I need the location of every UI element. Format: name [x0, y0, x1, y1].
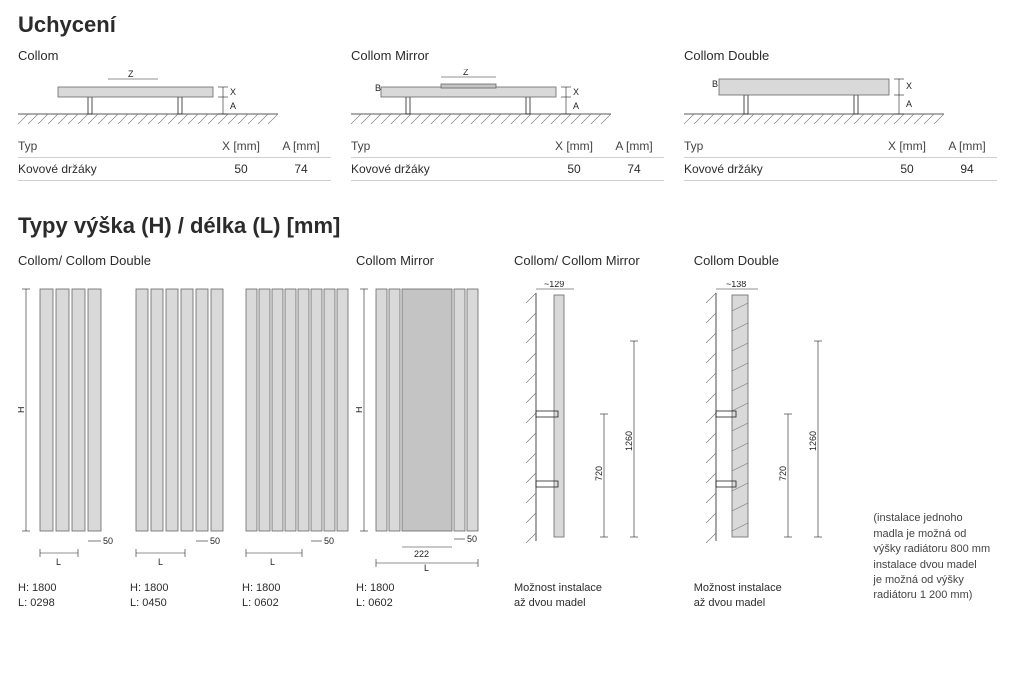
col-mirror: Collom Mirror H 50 222 L H: 1800 L: 0602	[356, 253, 496, 612]
td-row: Kovové držáky	[684, 158, 877, 181]
panel-l: L: 0602	[356, 596, 496, 611]
mount-diagram: B XA	[684, 69, 997, 129]
mount-table: Typ X [mm] A [mm] Kovové držáky 50 74	[351, 135, 664, 181]
svg-text:222: 222	[414, 549, 429, 559]
th-type: Typ	[351, 135, 544, 158]
panel-h: H: 1800	[18, 581, 118, 596]
th-a: A [mm]	[271, 135, 331, 158]
heading-types: Typy výška (H) / délka (L) [mm]	[18, 213, 997, 239]
panel-0298: H 50 L H: 1800 L: 0298	[18, 281, 118, 612]
svg-text:50: 50	[467, 534, 477, 544]
td-x: 50	[544, 158, 604, 181]
col-title: Collom/ Collom Mirror	[514, 253, 676, 271]
svg-text:~129: ~129	[544, 281, 564, 289]
td-row: Kovové držáky	[18, 158, 211, 181]
svg-text:720: 720	[778, 466, 788, 481]
panel-l: L: 0298	[18, 596, 118, 611]
svg-text:H: H	[18, 407, 26, 414]
col-side-double: Collom Double ~138 720 1260 Možnost inst…	[694, 253, 856, 612]
col-title: Collom Double	[694, 253, 856, 271]
svg-text:A: A	[906, 99, 912, 109]
mount-diagram: Z XA	[18, 69, 331, 129]
td-a: 74	[604, 158, 664, 181]
svg-text:B: B	[375, 83, 381, 93]
th-a: A [mm]	[604, 135, 664, 158]
th-x: X [mm]	[211, 135, 271, 158]
svg-text:X: X	[230, 87, 236, 97]
svg-text:B: B	[712, 79, 718, 89]
svg-text:50: 50	[324, 536, 334, 546]
svg-text:50: 50	[210, 536, 220, 546]
td-a: 94	[937, 158, 997, 181]
svg-text:H: H	[356, 407, 364, 414]
svg-text:L: L	[158, 557, 163, 567]
td-row: Kovové držáky	[351, 158, 544, 181]
caption: až dvou madel	[694, 596, 856, 611]
svg-text:1260: 1260	[624, 431, 634, 451]
col-title: Collom Mirror	[356, 253, 496, 271]
svg-text:L: L	[56, 557, 61, 567]
svg-text:720: 720	[594, 466, 604, 481]
svg-text:X: X	[906, 81, 912, 91]
panel-h: H: 1800	[242, 581, 352, 596]
mount-table: Typ X [mm] A [mm] Kovové držáky 50 74	[18, 135, 331, 181]
mount-group-double: Collom Double B XA Typ X [mm] A [mm] Kov…	[684, 48, 997, 181]
col-collom-double: Collom/ Collom Double H 50 L H: 1800 L	[18, 253, 338, 612]
caption: Možnost instalace	[694, 581, 856, 596]
panel-h: H: 1800	[356, 581, 496, 596]
td-x: 50	[877, 158, 937, 181]
caption: Možnost instalace	[514, 581, 676, 596]
svg-text:50: 50	[103, 536, 113, 546]
th-x: X [mm]	[544, 135, 604, 158]
mount-table: Typ X [mm] A [mm] Kovové držáky 50 94	[684, 135, 997, 181]
caption: až dvou madel	[514, 596, 676, 611]
svg-text:Z: Z	[463, 69, 469, 77]
svg-text:L: L	[270, 557, 275, 567]
th-a: A [mm]	[937, 135, 997, 158]
mount-group-mirror: Collom Mirror Z B XA Typ X [mm] A [mm]	[351, 48, 664, 181]
svg-text:A: A	[573, 101, 579, 111]
th-x: X [mm]	[877, 135, 937, 158]
svg-text:X: X	[573, 87, 579, 97]
install-note: (instalace jednoho madla je možná od výš…	[873, 511, 997, 611]
mount-diagram: Z B XA	[351, 69, 664, 129]
svg-text:A: A	[230, 101, 236, 111]
mount-title: Collom Double	[684, 48, 997, 63]
th-type: Typ	[18, 135, 211, 158]
svg-text:Z: Z	[128, 69, 134, 79]
td-x: 50	[211, 158, 271, 181]
col-title: Collom/ Collom Double	[18, 253, 338, 271]
panel-l: L: 0602	[242, 596, 352, 611]
panel-h: H: 1800	[130, 581, 230, 596]
svg-text:~138: ~138	[726, 281, 746, 289]
panel-0450: 50 L H: 1800 L: 0450	[130, 281, 230, 612]
th-type: Typ	[684, 135, 877, 158]
mount-title: Collom Mirror	[351, 48, 664, 63]
mount-title: Collom	[18, 48, 331, 63]
mount-group-collom: Collom Z XA Typ X [m	[18, 48, 331, 181]
col-side-mirror: Collom/ Collom Mirror ~129 720 1260 Možn…	[514, 253, 676, 612]
panel-l: L: 0450	[130, 596, 230, 611]
svg-text:L: L	[424, 563, 429, 571]
mounting-row: Collom Z XA Typ X [m	[18, 48, 997, 181]
panel-0602: 50 L H: 1800 L: 0602	[242, 281, 352, 612]
svg-text:1260: 1260	[808, 431, 818, 451]
td-a: 74	[271, 158, 331, 181]
heading-uchyceni: Uchycení	[18, 12, 997, 38]
